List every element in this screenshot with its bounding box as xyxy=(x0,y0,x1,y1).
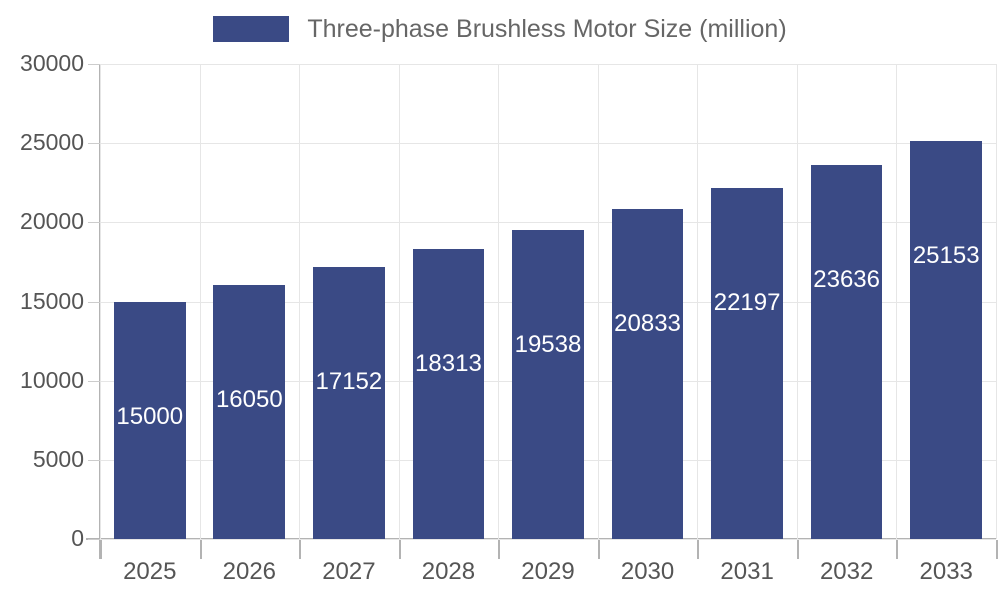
gridline-horizontal xyxy=(100,64,996,65)
x-tick-label: 2030 xyxy=(620,558,675,585)
y-tick-label: 30000 xyxy=(20,50,84,76)
x-tick-mark xyxy=(100,540,102,559)
legend-label: Three-phase Brushless Motor Size (millio… xyxy=(307,14,787,43)
gridline-vertical xyxy=(299,64,300,539)
bar[interactable] xyxy=(113,301,186,539)
gridline-vertical xyxy=(100,64,101,539)
gridline-vertical xyxy=(598,64,599,539)
x-tick-label: 2033 xyxy=(919,558,973,585)
x-tick-mark xyxy=(996,540,998,559)
bar[interactable] xyxy=(910,140,983,539)
y-tick-mark xyxy=(88,302,100,303)
gridline-horizontal xyxy=(100,143,996,145)
legend-color-swatch xyxy=(213,16,290,42)
gridline-vertical xyxy=(797,64,798,539)
gridline-horizontal xyxy=(100,222,996,224)
bar-value-label: 15000 xyxy=(116,402,184,430)
gridline-vertical xyxy=(498,64,499,539)
bar-value-label: 22197 xyxy=(713,288,781,316)
y-tick-label: 20000 xyxy=(20,208,84,235)
bar-value-label: 23636 xyxy=(813,265,881,293)
bar-value-label: 20833 xyxy=(614,310,681,338)
plot-area xyxy=(100,64,997,540)
x-tick-mark xyxy=(399,540,401,559)
y-tick-mark xyxy=(88,222,100,223)
bar[interactable] xyxy=(711,187,783,539)
bar-value-label: 16050 xyxy=(215,385,283,413)
y-tick-label: 15000 xyxy=(20,287,84,314)
x-tick-mark xyxy=(896,540,898,559)
gridline-horizontal xyxy=(100,539,996,540)
x-tick-mark xyxy=(200,540,202,559)
x-tick-mark xyxy=(299,540,301,559)
bar[interactable] xyxy=(810,164,883,539)
x-tick-label: 2031 xyxy=(720,558,774,585)
bar[interactable] xyxy=(213,284,286,539)
bar-value-label: 19538 xyxy=(514,330,582,358)
bar-value-label: 17152 xyxy=(315,368,383,396)
gridline-vertical xyxy=(399,64,400,539)
x-tick-label: 2028 xyxy=(421,558,476,585)
y-tick-mark xyxy=(88,64,100,65)
x-tick-label: 2032 xyxy=(819,558,874,585)
bar[interactable] xyxy=(611,209,684,539)
x-tick-mark xyxy=(697,540,699,559)
bar-value-label: 25153 xyxy=(912,241,980,269)
x-tick-mark xyxy=(498,540,500,559)
x-tick-mark xyxy=(797,540,799,559)
y-tick-mark xyxy=(88,381,100,382)
y-tick-mark xyxy=(88,539,100,540)
y-tick-mark xyxy=(88,460,100,461)
x-tick-label: 2029 xyxy=(521,558,575,585)
bar[interactable] xyxy=(512,229,584,539)
bar[interactable] xyxy=(412,249,485,539)
gridline-vertical xyxy=(996,64,997,539)
x-tick-label: 2025 xyxy=(123,558,177,585)
x-tick-label: 2027 xyxy=(322,558,376,585)
gridline-vertical xyxy=(200,64,201,539)
y-tick-label: 5000 xyxy=(32,445,84,472)
x-tick-label: 2026 xyxy=(222,558,277,585)
gridline-vertical xyxy=(896,64,897,539)
bar-value-label: 18313 xyxy=(415,350,482,378)
bar[interactable] xyxy=(313,267,385,539)
y-tick-label: 10000 xyxy=(20,366,84,393)
y-tick-label: 0 xyxy=(71,525,84,551)
y-tick-label: 25000 xyxy=(20,129,84,156)
y-tick-mark xyxy=(88,143,100,144)
x-tick-mark xyxy=(598,540,600,559)
chart-legend: Three-phase Brushless Motor Size (millio… xyxy=(0,8,1000,50)
gridline-vertical xyxy=(697,64,698,539)
